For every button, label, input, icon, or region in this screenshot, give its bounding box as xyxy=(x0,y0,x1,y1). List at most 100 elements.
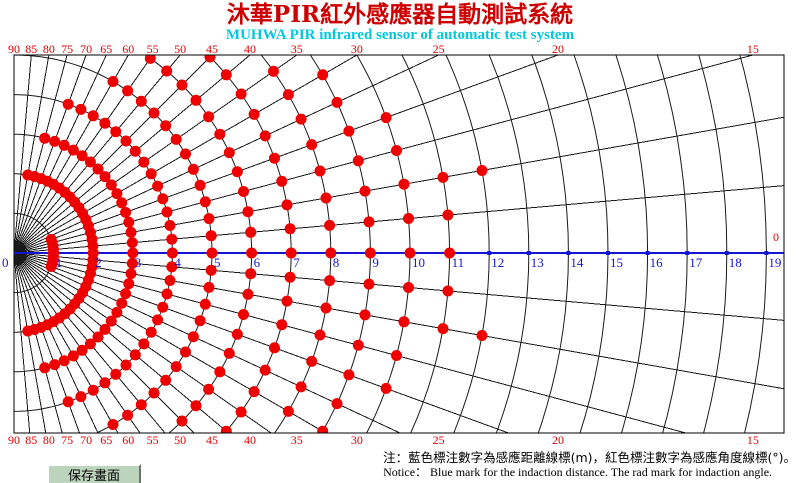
save-screen-button[interactable]: 保存畫面 xyxy=(47,464,141,483)
polar-chart[interactable]: 90 85 80 75 70 65 60 55 50 45 40 35 30 25 20 15 0 90 85 80 7… xyxy=(0,42,800,446)
distance-tick: 12 xyxy=(491,255,505,270)
angle-tick-bottom: 75 xyxy=(61,433,74,447)
data-point xyxy=(164,220,176,231)
data-point xyxy=(120,288,132,300)
page-title: 沐華PIR紅外感應器自動測試系統 xyxy=(226,1,574,28)
data-point xyxy=(259,130,271,142)
data-point xyxy=(39,132,51,144)
angle-tick-top: 50 xyxy=(174,42,187,56)
data-point xyxy=(203,281,215,293)
angle-tick-top: 45 xyxy=(206,42,218,56)
data-point xyxy=(99,377,111,389)
data-point xyxy=(190,94,202,106)
data-point xyxy=(235,88,247,100)
data-point xyxy=(164,275,176,286)
data-point xyxy=(282,89,294,101)
data-point xyxy=(281,295,293,307)
angle-tick-top: 55 xyxy=(146,42,159,56)
angle-tick-top: 25 xyxy=(432,42,445,56)
data-point xyxy=(403,282,414,293)
data-point xyxy=(148,387,160,399)
data-point xyxy=(220,425,232,433)
data-point xyxy=(67,144,79,156)
data-point xyxy=(235,406,247,418)
data-point xyxy=(161,288,173,300)
data-point xyxy=(205,264,217,276)
data-point xyxy=(160,374,172,386)
data-point xyxy=(194,315,206,327)
data-point xyxy=(170,133,182,145)
angle-tick-top: 60 xyxy=(122,42,135,56)
data-point xyxy=(398,316,410,328)
angle-tick-bottom: 85 xyxy=(25,433,38,447)
data-point xyxy=(245,226,257,238)
data-point xyxy=(295,381,307,393)
data-point xyxy=(306,139,318,151)
distance-tick: 7 xyxy=(293,255,300,270)
data-point xyxy=(176,415,188,427)
distance-tick: 5 xyxy=(214,255,221,270)
data-point xyxy=(138,156,150,168)
data-point xyxy=(110,368,122,380)
data-point xyxy=(145,326,157,338)
data-point xyxy=(76,344,88,356)
data-point xyxy=(205,230,217,242)
data-point xyxy=(166,261,178,273)
data-point xyxy=(306,355,318,367)
distance-tick: 14 xyxy=(570,255,584,270)
data-point xyxy=(120,206,132,218)
data-point xyxy=(284,223,296,235)
data-point xyxy=(269,152,280,164)
data-point xyxy=(126,237,138,249)
data-point xyxy=(380,112,392,124)
distance-tick: 6 xyxy=(253,255,261,270)
data-point xyxy=(92,163,104,175)
data-point xyxy=(444,247,456,259)
data-point xyxy=(359,309,371,321)
data-point xyxy=(203,383,215,395)
data-point xyxy=(238,186,249,197)
data-point xyxy=(324,219,336,231)
data-point xyxy=(58,355,70,367)
angle-tick-bottom: 25 xyxy=(432,433,445,447)
angle-tick-top: 80 xyxy=(42,42,55,56)
data-point xyxy=(285,247,297,259)
data-point xyxy=(317,425,329,433)
data-point xyxy=(238,309,249,320)
data-point xyxy=(281,199,293,211)
angle-tick-top: 15 xyxy=(746,42,759,56)
data-point xyxy=(352,339,364,351)
angle-tick-bottom: 65 xyxy=(100,433,113,447)
angle-tick-top: 70 xyxy=(80,42,93,56)
data-point xyxy=(105,315,117,327)
data-point xyxy=(122,85,134,97)
data-point xyxy=(476,165,488,176)
data-point xyxy=(220,69,232,81)
data-point xyxy=(331,398,343,410)
angle-tick-top: 40 xyxy=(244,42,256,56)
data-point xyxy=(442,285,454,297)
angle-tick-bottom: 70 xyxy=(80,433,93,447)
data-point xyxy=(231,328,243,340)
data-point xyxy=(248,386,260,398)
angle-tick-bottom: 35 xyxy=(290,433,303,447)
data-point xyxy=(331,96,343,108)
data-point xyxy=(107,419,119,430)
data-point xyxy=(123,216,135,228)
data-point xyxy=(320,192,332,204)
data-point xyxy=(116,297,128,309)
data-point xyxy=(22,325,34,337)
distance-tick: 8 xyxy=(332,255,340,270)
notice-chinese: 注：藍色標注數字為感應距離線標(m)，紅色標注數字為感應角度線標(°)。 xyxy=(383,450,796,465)
angle-tick-top: 90 xyxy=(8,42,20,56)
distance-tick: 15 xyxy=(610,255,623,270)
angle-tick-top: 20 xyxy=(552,42,564,56)
distance-tick: 18 xyxy=(728,255,742,270)
distance-tick: 17 xyxy=(689,255,703,270)
data-point xyxy=(99,171,111,183)
data-point xyxy=(148,107,160,119)
angle-tick-bottom: 80 xyxy=(42,433,55,447)
data-point xyxy=(45,261,57,272)
data-point xyxy=(125,268,137,280)
